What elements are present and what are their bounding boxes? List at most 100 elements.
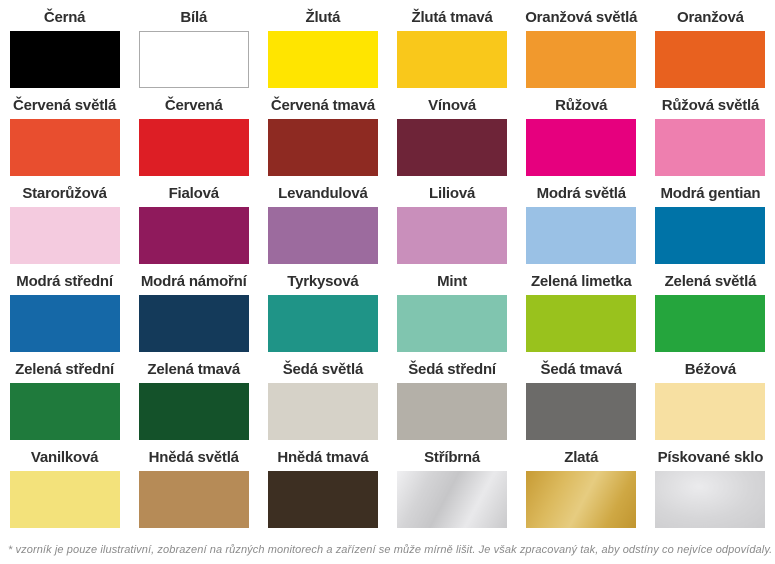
swatch-cell-tyrkysova: Tyrkysová	[258, 264, 387, 352]
color-swatch	[267, 31, 378, 88]
color-swatch-palette: Černá Bílá Žlutá Žlutá tmavá Oranžová sv…	[0, 0, 775, 528]
swatch-cell-cervena-svetla: Červená světlá	[0, 88, 129, 176]
swatch-label: Zelená střední	[15, 361, 115, 378]
color-swatch	[267, 119, 378, 176]
swatch-cell-modra-gentian: Modrá gentian	[646, 176, 775, 264]
swatch-cell-zelena-limetka: Zelená limetka	[517, 264, 646, 352]
color-swatch	[526, 295, 637, 352]
color-swatch	[526, 471, 637, 528]
swatch-cell-cervena-tmava: Červená tmavá	[258, 88, 387, 176]
disclaimer-note: * vzorník je pouze ilustrativní, zobraze…	[8, 544, 773, 556]
color-swatch	[9, 295, 120, 352]
swatch-cell-seda-stredni: Šedá střední	[388, 352, 517, 440]
swatch-label: Starorůžová	[22, 185, 107, 202]
swatch-label: Modrá střední	[16, 273, 113, 290]
swatch-cell-bila: Bílá	[129, 0, 258, 88]
swatch-label: Šedá střední	[408, 361, 496, 378]
swatch-cell-seda-tmava: Šedá tmavá	[517, 352, 646, 440]
swatch-label: Modrá gentian	[660, 185, 761, 202]
color-swatch	[526, 31, 637, 88]
color-swatch	[9, 31, 120, 88]
swatch-cell-stribrna: Stříbrná	[388, 440, 517, 528]
swatch-cell-fialova: Fialová	[129, 176, 258, 264]
swatch-label: Modrá světlá	[536, 185, 627, 202]
swatch-label: Oranžová	[677, 9, 744, 26]
swatch-label: Zelená limetka	[530, 273, 632, 290]
swatch-cell-levandulova: Levandulová	[258, 176, 387, 264]
swatch-label: Žlutá tmavá	[411, 9, 493, 26]
swatch-cell-zelena-svetla: Zelená světlá	[646, 264, 775, 352]
swatch-cell-vanilkova: Vanilková	[0, 440, 129, 528]
color-swatch	[526, 207, 637, 264]
color-swatch	[397, 383, 508, 440]
color-swatch	[655, 119, 766, 176]
swatch-cell-liliova: Liliová	[388, 176, 517, 264]
swatch-label: Červená tmavá	[270, 97, 375, 114]
swatch-cell-modra-svetla: Modrá světlá	[517, 176, 646, 264]
color-swatch	[9, 207, 120, 264]
swatch-label: Zelená světlá	[664, 273, 757, 290]
swatch-cell-mint: Mint	[388, 264, 517, 352]
color-swatch	[138, 383, 249, 440]
color-swatch	[138, 119, 249, 176]
swatch-label: Pískované sklo	[657, 449, 764, 466]
swatch-cell-staroruzova: Starorůžová	[0, 176, 129, 264]
color-swatch	[9, 471, 120, 528]
swatch-cell-hneda-tmava: Hnědá tmavá	[258, 440, 387, 528]
swatch-label: Zlatá	[564, 449, 599, 466]
swatch-cell-zlata: Zlatá	[517, 440, 646, 528]
swatch-label: Fialová	[168, 185, 219, 202]
swatch-label: Liliová	[429, 185, 476, 202]
swatch-cell-cervena: Červená	[129, 88, 258, 176]
swatch-label: Tyrkysová	[287, 273, 359, 290]
swatch-cell-zelena-tmava: Zelená tmavá	[129, 352, 258, 440]
color-swatch	[655, 471, 766, 528]
swatch-cell-bezova: Béžová	[646, 352, 775, 440]
swatch-cell-seda-svetla: Šedá světlá	[258, 352, 387, 440]
color-swatch	[397, 207, 508, 264]
color-swatch	[397, 31, 508, 88]
color-swatch	[138, 295, 249, 352]
color-swatch	[9, 383, 120, 440]
color-swatch	[267, 471, 378, 528]
color-swatch	[526, 383, 637, 440]
color-swatch	[138, 207, 249, 264]
swatch-cell-hneda-svetla: Hnědá světlá	[129, 440, 258, 528]
swatch-cell-zluta: Žlutá	[258, 0, 387, 88]
color-swatch	[655, 383, 766, 440]
swatch-cell-vinova: Vínová	[388, 88, 517, 176]
color-swatch	[655, 207, 766, 264]
swatch-cell-ruzova-svetla: Růžová světlá	[646, 88, 775, 176]
swatch-label: Béžová	[684, 361, 737, 378]
swatch-label: Zelená tmavá	[147, 361, 241, 378]
color-swatch	[655, 31, 766, 88]
swatch-label: Růžová světlá	[661, 97, 760, 114]
color-swatch	[655, 295, 766, 352]
swatch-label: Šedá tmavá	[540, 361, 623, 378]
swatch-cell-modra-namorni: Modrá námořní	[129, 264, 258, 352]
color-swatch	[526, 119, 637, 176]
swatch-cell-cerna: Černá	[0, 0, 129, 88]
swatch-cell-ruzova: Růžová	[517, 88, 646, 176]
color-swatch	[267, 295, 378, 352]
color-swatch	[138, 471, 249, 528]
swatch-label: Žlutá	[305, 9, 341, 26]
swatch-label: Oranžová světlá	[525, 9, 638, 26]
color-swatch	[267, 207, 378, 264]
swatch-label: Levandulová	[278, 185, 368, 202]
swatch-cell-modra-stredni: Modrá střední	[0, 264, 129, 352]
swatch-cell-zelena-stredni: Zelená střední	[0, 352, 129, 440]
swatch-cell-piskovane-sklo: Pískované sklo	[646, 440, 775, 528]
swatch-label: Šedá světlá	[282, 361, 364, 378]
color-swatch	[397, 119, 508, 176]
swatch-cell-zluta-tmava: Žlutá tmavá	[388, 0, 517, 88]
swatch-label: Růžová	[555, 97, 608, 114]
swatch-label: Hnědá tmavá	[277, 449, 369, 466]
swatch-label: Vínová	[428, 97, 477, 114]
swatch-label: Černá	[43, 9, 86, 26]
swatch-label: Bílá	[180, 9, 208, 26]
color-swatch	[138, 31, 249, 88]
swatch-label: Modrá námořní	[140, 273, 247, 290]
swatch-label: Mint	[437, 273, 468, 290]
swatch-label: Hnědá světlá	[148, 449, 239, 466]
